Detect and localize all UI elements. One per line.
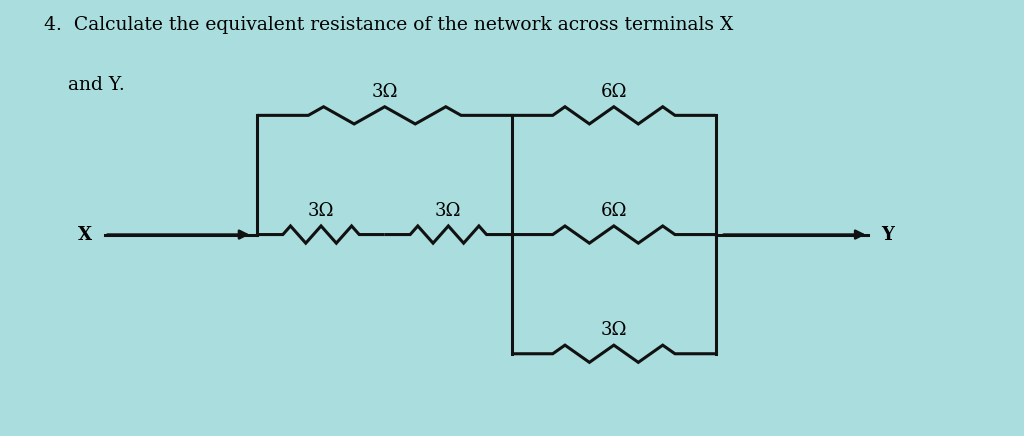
Text: 6Ω: 6Ω bbox=[601, 83, 627, 101]
Text: and Y.: and Y. bbox=[43, 76, 124, 94]
Text: 4.  Calculate the equivalent resistance of the network across terminals X: 4. Calculate the equivalent resistance o… bbox=[43, 16, 733, 34]
Text: 3Ω: 3Ω bbox=[435, 202, 462, 220]
Text: 3Ω: 3Ω bbox=[601, 321, 627, 339]
Text: 3Ω: 3Ω bbox=[372, 83, 398, 101]
Text: 3Ω: 3Ω bbox=[308, 202, 334, 220]
Text: X: X bbox=[78, 225, 92, 244]
Text: Y: Y bbox=[881, 225, 894, 244]
Text: 6Ω: 6Ω bbox=[601, 202, 627, 220]
